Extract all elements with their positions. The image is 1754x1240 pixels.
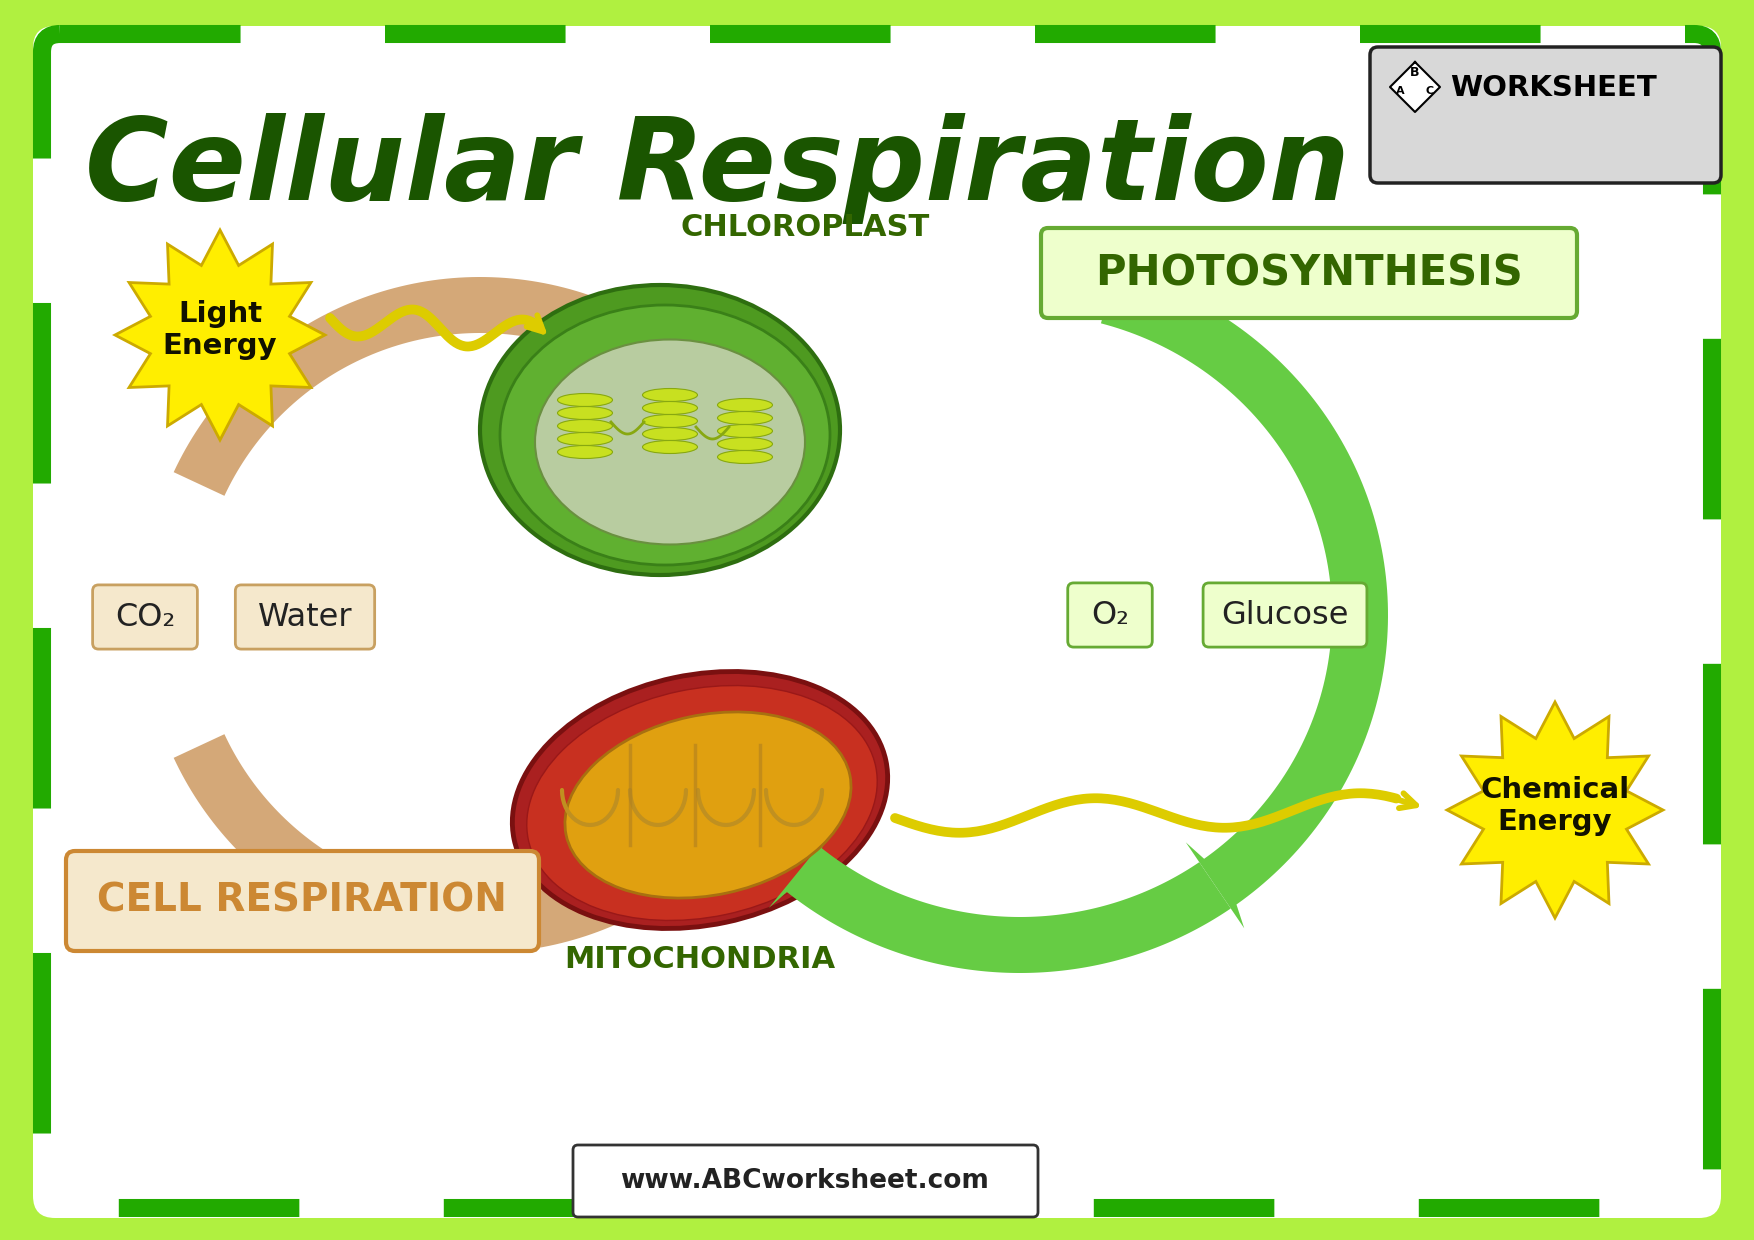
Text: C: C <box>1426 86 1435 95</box>
Polygon shape <box>768 827 1231 973</box>
Ellipse shape <box>512 672 888 929</box>
FancyBboxPatch shape <box>235 585 375 649</box>
Ellipse shape <box>558 433 612 445</box>
Ellipse shape <box>642 414 698 428</box>
Ellipse shape <box>535 340 805 544</box>
Ellipse shape <box>642 402 698 414</box>
Ellipse shape <box>717 450 772 464</box>
Polygon shape <box>174 734 798 954</box>
Text: Light
Energy: Light Energy <box>163 300 277 360</box>
Ellipse shape <box>558 393 612 407</box>
Ellipse shape <box>481 285 840 575</box>
FancyBboxPatch shape <box>574 1145 1038 1216</box>
FancyBboxPatch shape <box>33 26 1721 1218</box>
Polygon shape <box>174 277 814 517</box>
Ellipse shape <box>558 419 612 433</box>
Ellipse shape <box>717 412 772 424</box>
Text: www.ABCworksheet.com: www.ABCworksheet.com <box>621 1168 989 1194</box>
Ellipse shape <box>558 445 612 459</box>
Ellipse shape <box>565 712 851 898</box>
Ellipse shape <box>642 388 698 402</box>
Text: A: A <box>1396 86 1405 95</box>
Ellipse shape <box>500 305 830 565</box>
FancyBboxPatch shape <box>1370 47 1721 184</box>
Text: O₂: O₂ <box>1091 599 1130 630</box>
Polygon shape <box>1389 62 1440 112</box>
Ellipse shape <box>717 424 772 438</box>
FancyBboxPatch shape <box>93 585 198 649</box>
Text: CELL RESPIRATION: CELL RESPIRATION <box>96 882 507 920</box>
Text: CO₂: CO₂ <box>114 601 175 632</box>
Text: PHOTOSYNTHESIS: PHOTOSYNTHESIS <box>1094 253 1522 295</box>
FancyBboxPatch shape <box>1068 583 1152 647</box>
FancyBboxPatch shape <box>67 851 538 951</box>
FancyBboxPatch shape <box>1203 583 1366 647</box>
Text: Chemical
Energy: Chemical Energy <box>1480 776 1629 836</box>
Ellipse shape <box>717 438 772 450</box>
Text: Cellular Respiration: Cellular Respiration <box>84 113 1351 223</box>
Polygon shape <box>1447 702 1663 918</box>
Text: Glucose: Glucose <box>1221 599 1349 630</box>
Polygon shape <box>116 229 324 440</box>
Text: CHLOROPLAST: CHLOROPLAST <box>681 213 930 243</box>
Ellipse shape <box>642 440 698 454</box>
Text: MITOCHONDRIA: MITOCHONDRIA <box>565 945 835 975</box>
Ellipse shape <box>642 428 698 440</box>
Text: B: B <box>1410 67 1419 79</box>
Ellipse shape <box>526 686 877 920</box>
Text: WORKSHEET: WORKSHEET <box>1451 74 1658 102</box>
Ellipse shape <box>558 407 612 419</box>
Ellipse shape <box>717 398 772 412</box>
Polygon shape <box>1102 269 1387 929</box>
FancyBboxPatch shape <box>1042 228 1577 317</box>
Text: Water: Water <box>258 601 353 632</box>
